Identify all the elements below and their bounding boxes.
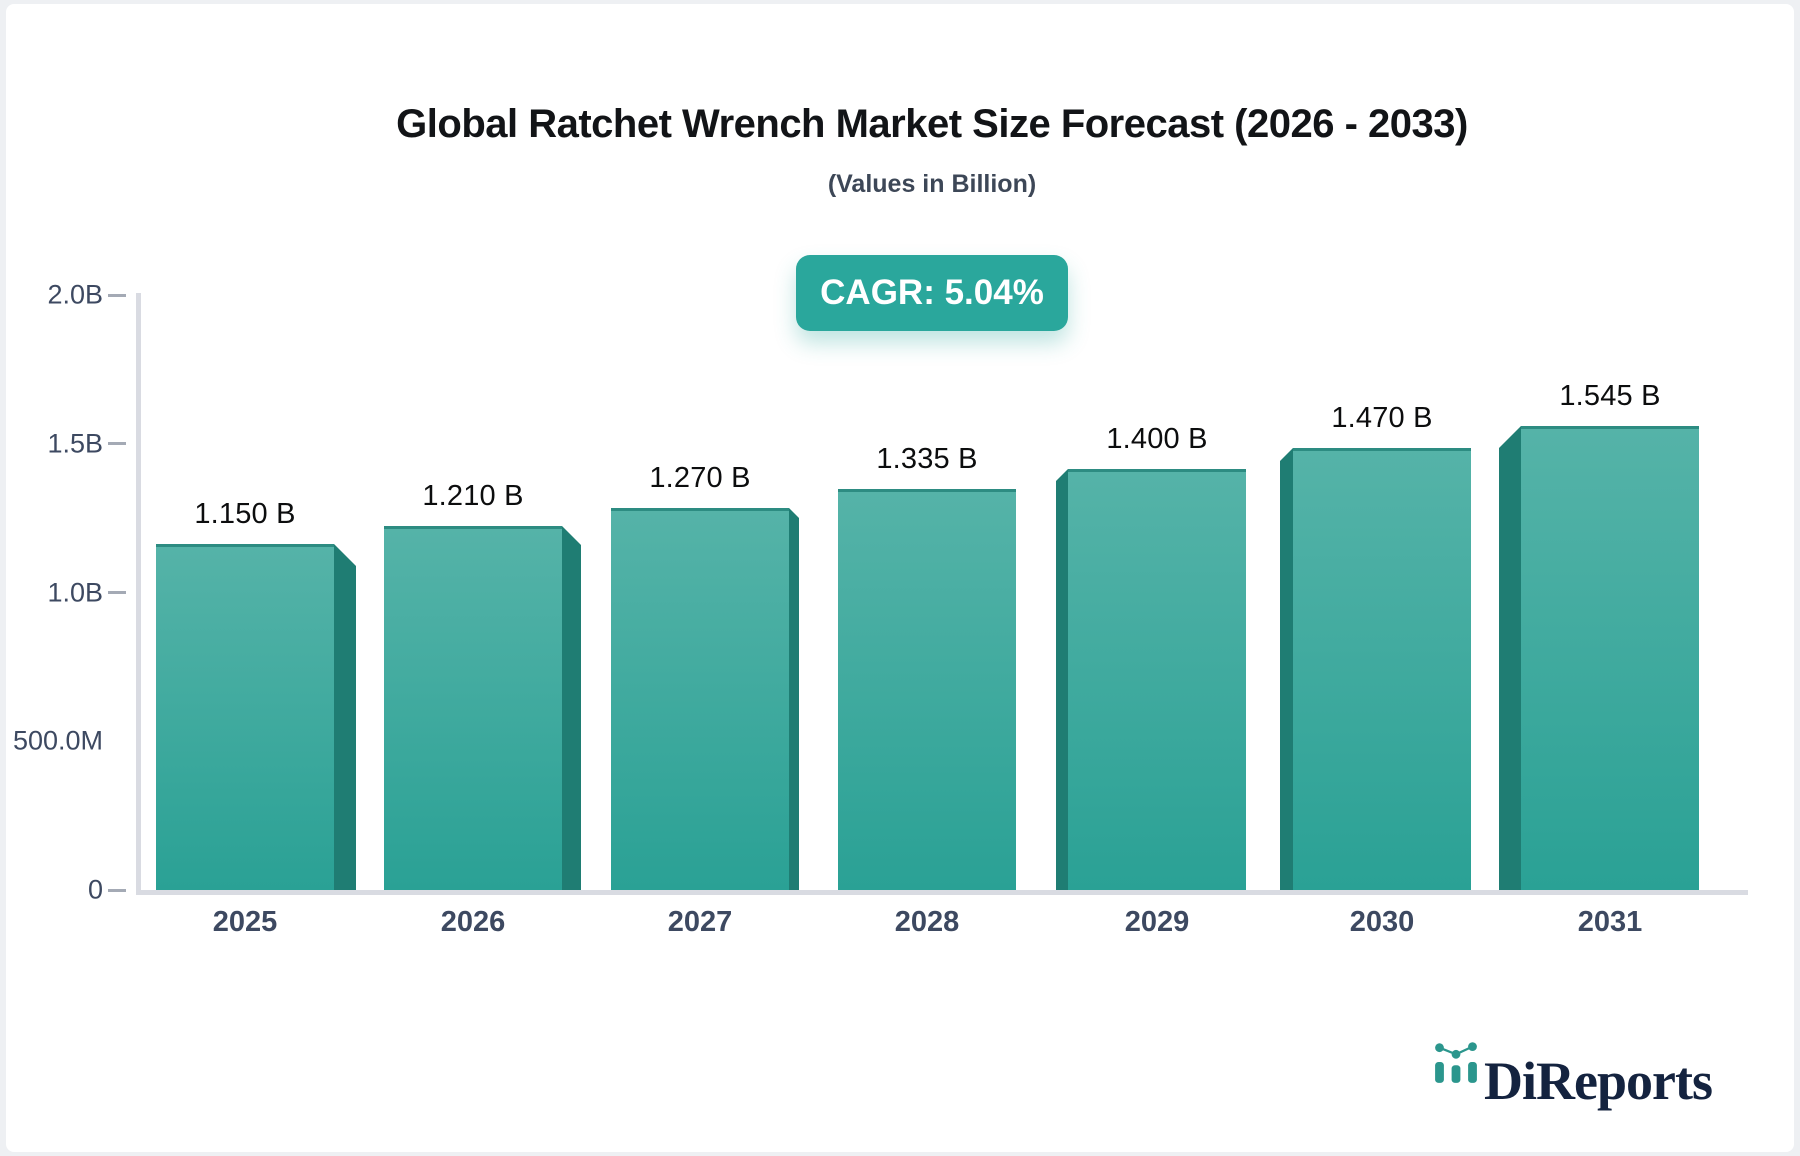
chart-card: Global Ratchet Wrench Market Size Foreca… [6,4,1794,1152]
bar-3d-side-2027 [789,508,799,890]
bar-value-label-2031: 1.545 B [1559,380,1661,412]
y-axis-line [136,293,141,892]
bar-2031 [1521,426,1699,890]
logo-text: DiReports [1484,1051,1713,1111]
y-axis-tick-label: 2.0B [47,279,103,310]
x-axis-label-2028: 2028 [894,906,960,938]
bar-3d-side-2031 [1499,426,1521,890]
bar-3d-side-2025 [334,544,356,890]
bar-chart-logo-icon [1435,1042,1477,1083]
bar-3d-side-2026 [562,526,581,890]
x-axis-label-2025: 2025 [212,906,278,938]
y-axis-tick-mark [108,442,126,446]
bar-value-label-2026: 1.210 B [422,480,524,512]
bar-3d-side-2030 [1280,448,1293,890]
bar-value-label-2028: 1.335 B [876,443,978,475]
bar-2030 [1293,448,1471,890]
bar-3d-side-2029 [1056,469,1068,890]
x-axis-label-2030: 2030 [1349,906,1415,938]
direports-logo: DiReports [1434,1040,1713,1111]
y-axis-tick-label: 0 [87,874,103,905]
x-axis-line [136,890,1748,895]
y-axis-tick-label: 500.0M [12,725,103,756]
y-axis-tick-label: 1.5B [47,428,103,459]
y-axis-tick-mark [108,591,126,594]
bar-value-label-2029: 1.400 B [1106,423,1208,455]
bar-value-label-2027: 1.270 B [649,462,751,494]
bar-2029 [1068,469,1246,890]
y-axis-tick-label: 1.0B [47,577,103,607]
bar-2026 [384,526,562,890]
y-axis-tick-mark [108,888,126,892]
x-axis-label-2027: 2027 [667,906,733,938]
x-axis-label-2029: 2029 [1124,906,1190,938]
x-axis-label-2031: 2031 [1577,906,1643,938]
x-axis-label-2026: 2026 [440,906,506,938]
y-axis-tick-mark [108,293,126,297]
bar-2025 [156,544,334,890]
chart-title: Global Ratchet Wrench Market Size Foreca… [396,102,1468,146]
chart-subtitle: (Values in Billion) [827,170,1037,198]
bar-2028 [838,489,1016,890]
bar-value-label-2025: 1.150 B [194,498,296,530]
cagr-badge: CAGR: 5.04% [796,255,1068,331]
bar-value-label-2030: 1.470 B [1331,402,1433,434]
bar-2027 [611,508,789,890]
